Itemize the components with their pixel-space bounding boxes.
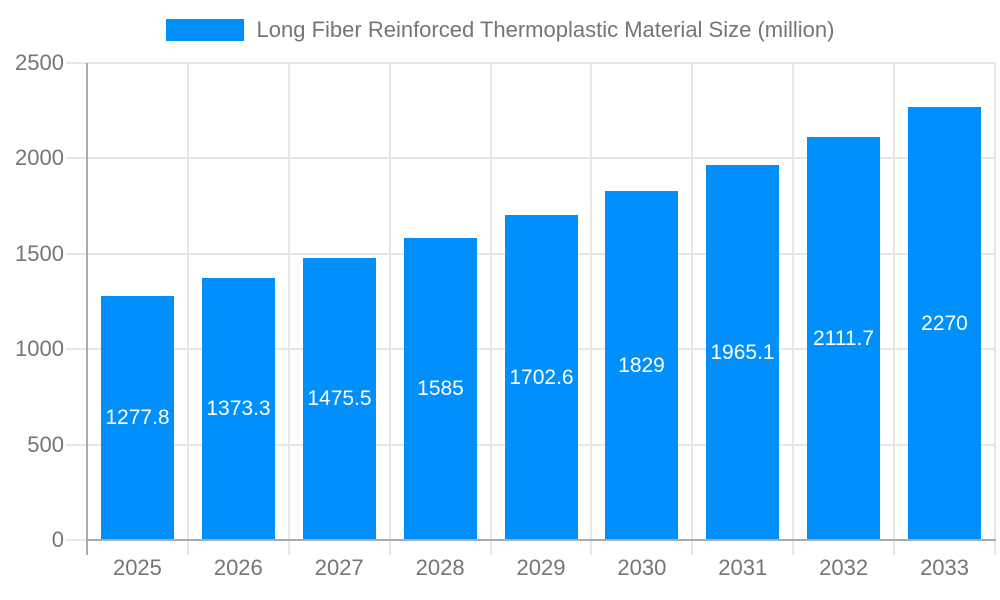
x-axis-tick <box>994 540 996 555</box>
x-axis-tick <box>388 540 391 555</box>
y-axis-tick <box>66 62 87 64</box>
chart-legend: Long Fiber Reinforced Thermoplastic Mate… <box>0 17 1000 43</box>
bar-2028[interactable]: 1585 <box>404 238 477 540</box>
legend-label: Long Fiber Reinforced Thermoplastic Mate… <box>256 17 835 42</box>
y-axis-labels: 0 500 1000 1500 2000 2500 <box>0 0 64 600</box>
x-axis-tick <box>691 540 694 555</box>
x-axis-label: 2025 <box>112 555 162 580</box>
gridline-vertical <box>792 63 795 540</box>
y-axis-tick <box>66 539 87 541</box>
gridline-horizontal <box>87 62 995 64</box>
bar-2029[interactable]: 1702.6 <box>505 215 578 540</box>
gridline-horizontal <box>87 157 995 160</box>
bar-value-label: 1373.3 <box>206 397 271 420</box>
bar-2025[interactable]: 1277.8 <box>101 296 174 540</box>
gridline-vertical <box>590 63 593 540</box>
y-axis-label: 0 <box>51 527 64 552</box>
bar-2027[interactable]: 1475.5 <box>303 258 376 540</box>
x-axis-tick <box>287 540 290 555</box>
bar-value-label: 1829 <box>618 353 665 377</box>
gridline-vertical <box>893 63 896 540</box>
y-axis-label: 2500 <box>15 50 64 75</box>
y-axis-line <box>86 63 88 555</box>
gridline-vertical <box>287 63 290 540</box>
x-axis-label: 2030 <box>617 555 667 580</box>
bar-2032[interactable]: 2111.7 <box>807 137 880 540</box>
y-axis-label: 1000 <box>15 336 64 362</box>
x-axis-tick <box>186 540 189 555</box>
y-axis-tick <box>66 252 87 255</box>
y-axis-label: 2000 <box>15 145 64 171</box>
gridline-vertical <box>186 63 189 540</box>
bar-value-label: 1585 <box>417 377 464 400</box>
legend-swatch-icon <box>165 19 244 41</box>
x-axis-label: 2029 <box>516 555 566 580</box>
x-axis-line <box>86 539 996 541</box>
bar-value-label: 1702.6 <box>509 365 574 389</box>
y-axis-tick <box>66 443 87 446</box>
x-axis-tick <box>489 540 492 555</box>
bar-value-label: 2111.7 <box>812 326 875 350</box>
legend-item[interactable]: Long Fiber Reinforced Thermoplastic Mate… <box>165 17 835 43</box>
y-axis-label: 500 <box>27 431 64 457</box>
bar-value-label: 1475.5 <box>307 387 372 410</box>
x-axis-label: 2031 <box>718 555 768 580</box>
plot-area: 1277.8 1373.3 1475.5 1585 1702.6 1829 1965.1 21… <box>66 62 996 555</box>
x-axis-label: 2026 <box>213 555 263 580</box>
x-axis-tick <box>893 540 896 555</box>
bar-2026[interactable]: 1373.3 <box>202 278 275 540</box>
x-axis-tick <box>792 540 795 555</box>
gridline-vertical <box>994 63 996 540</box>
gridline-vertical <box>489 63 492 540</box>
x-axis-label: 2028 <box>415 555 465 580</box>
bar-value-label: 1965.1 <box>710 340 775 364</box>
x-axis-label: 2027 <box>314 555 364 580</box>
x-axis-labels: 2025 2026 2027 2028 2029 2030 2031 2032 2033 <box>87 555 995 585</box>
gridline-vertical <box>691 63 694 540</box>
x-axis-tick <box>590 540 593 555</box>
x-axis-label: 2033 <box>920 555 970 580</box>
x-axis-label: 2032 <box>819 555 869 580</box>
y-axis-tick <box>66 348 87 351</box>
y-axis-label: 1500 <box>15 240 64 266</box>
bar-value-label: 2270 <box>921 311 968 335</box>
bar-2030[interactable]: 1829 <box>605 191 678 540</box>
bar-value-label: 1277.8 <box>105 406 170 429</box>
bar-2031[interactable]: 1965.1 <box>706 165 779 540</box>
gridline-vertical <box>388 63 391 540</box>
y-axis-tick <box>66 157 87 160</box>
bar-2033[interactable]: 2270 <box>908 107 981 540</box>
